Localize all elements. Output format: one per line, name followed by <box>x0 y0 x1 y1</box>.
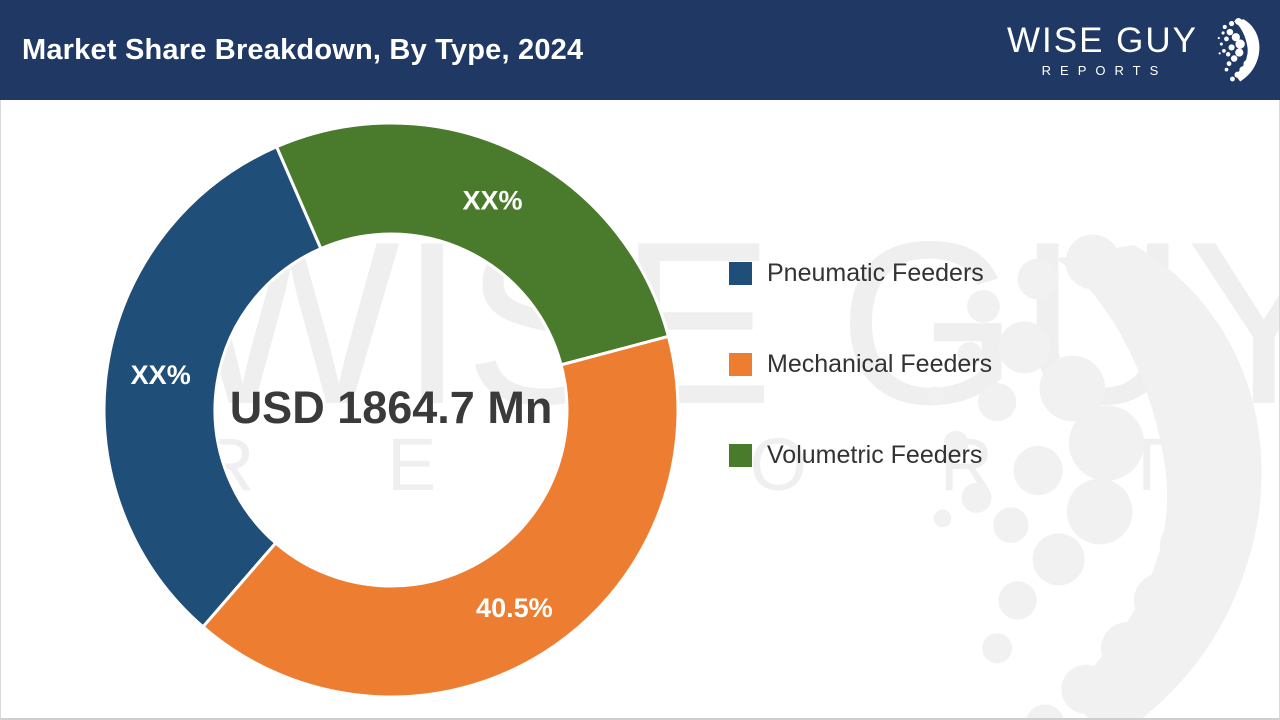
legend-label: Volumetric Feeders <box>767 440 983 469</box>
logo-face-icon <box>1206 11 1264 89</box>
legend-label: Mechanical Feeders <box>767 349 993 378</box>
donut-segment-value-label: 40.5% <box>476 593 553 623</box>
header-bar: Market Share Breakdown, By Type, 2024 WI… <box>0 0 1280 100</box>
donut-segment-volumetric-feeders <box>274 121 671 367</box>
wise-guy-logo: WISE GUY REPORTS <box>1007 11 1264 89</box>
chart-center-value: USD 1864.7 Mn <box>229 382 553 433</box>
legend-label: Pneumatic Feeders <box>767 258 984 287</box>
legend: Pneumatic Feeders Mechanical Feeders Vol… <box>729 258 992 531</box>
logo-text: WISE GUY REPORTS <box>1007 23 1198 78</box>
legend-item-volumetric: Volumetric Feeders <box>729 440 992 470</box>
logo-wordmark: WISE GUY <box>1006 20 1198 60</box>
donut-segment-mechanical-feeders <box>200 334 680 699</box>
chart-area: WISE GUY R E P O R T S XX%40.5%XX% USD 1… <box>0 100 1280 720</box>
legend-swatch-pneumatic <box>729 261 752 285</box>
donut-segment-value-label: XX% <box>131 360 191 390</box>
donut-segment-value-label: XX% <box>462 186 522 216</box>
legend-swatch-mechanical <box>729 352 752 376</box>
page-title: Market Share Breakdown, By Type, 2024 <box>22 33 584 66</box>
donut-chart: XX% 40.5% XX% <box>102 121 680 699</box>
donut-segment-pneumatic-feeders <box>102 144 323 629</box>
legend-swatch-volumetric <box>729 443 752 467</box>
legend-item-mechanical: Mechanical Feeders <box>729 349 992 379</box>
logo-subtitle: REPORTS <box>1041 62 1168 78</box>
legend-item-pneumatic: Pneumatic Feeders <box>729 258 992 288</box>
